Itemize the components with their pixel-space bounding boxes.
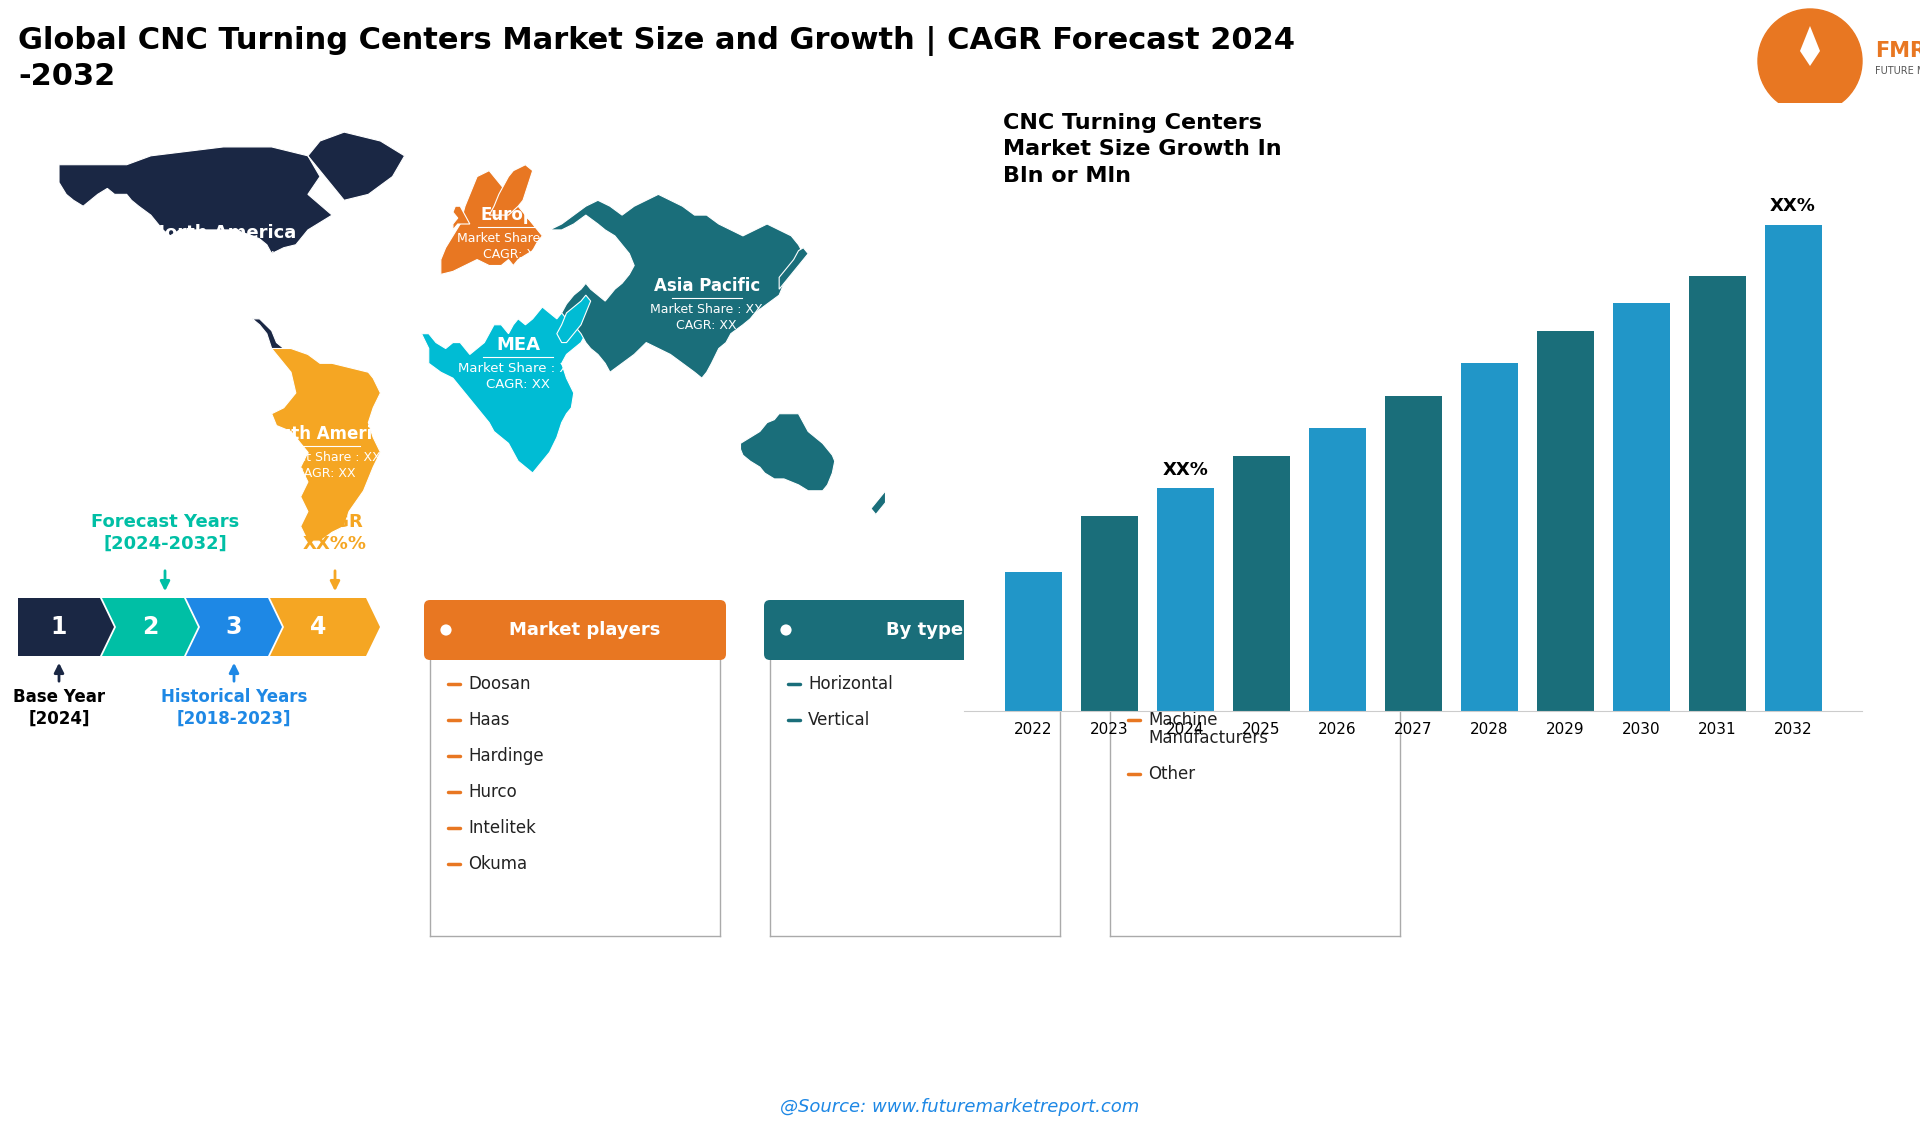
Bar — [1461, 363, 1517, 711]
Text: Market Share : XX
CAGR: XX: Market Share : XX CAGR: XX — [269, 452, 382, 480]
Text: 2: 2 — [142, 615, 157, 639]
Text: Base Year
[2024]: Base Year [2024] — [13, 688, 106, 728]
Polygon shape — [541, 195, 803, 378]
Polygon shape — [557, 296, 591, 343]
Text: Automotive: Automotive — [1148, 675, 1244, 693]
Bar — [1536, 331, 1594, 711]
Text: FUTURE MARKET REPORT: FUTURE MARKET REPORT — [1876, 66, 1920, 76]
Polygon shape — [17, 598, 113, 656]
Text: Market Share : XX
CAGR: XX: Market Share : XX CAGR: XX — [459, 362, 578, 392]
Polygon shape — [490, 165, 532, 215]
Bar — [1384, 395, 1442, 711]
Polygon shape — [422, 283, 611, 473]
Bar — [1233, 456, 1290, 711]
Text: Market Share : XX
CAGR: XX: Market Share : XX CAGR: XX — [651, 304, 762, 332]
Polygon shape — [102, 598, 198, 656]
Bar — [1764, 225, 1822, 711]
Text: Horizontal: Horizontal — [808, 675, 893, 693]
Text: Forecast Years
[2024-2032]: Forecast Years [2024-2032] — [90, 513, 240, 554]
Text: By type: By type — [887, 621, 964, 639]
FancyBboxPatch shape — [764, 601, 1066, 660]
Text: Market Share : XX
CAGR: XX: Market Share : XX CAGR: XX — [457, 231, 570, 261]
Text: Other: Other — [1148, 766, 1194, 783]
Polygon shape — [271, 348, 380, 541]
Polygon shape — [271, 598, 380, 656]
Text: FMR: FMR — [1876, 41, 1920, 61]
Text: XX%: XX% — [1162, 461, 1208, 479]
Polygon shape — [741, 414, 835, 490]
Polygon shape — [1801, 26, 1820, 66]
Text: Historical Years
[2018-2023]: Historical Years [2018-2023] — [161, 688, 307, 728]
Polygon shape — [872, 479, 885, 515]
Bar — [1004, 572, 1062, 711]
FancyBboxPatch shape — [1104, 601, 1405, 660]
Text: 1: 1 — [50, 615, 67, 639]
Polygon shape — [252, 319, 284, 354]
Text: Market Share : XX
CAGR: XX: Market Share : XX CAGR: XX — [163, 250, 282, 278]
Text: North America: North America — [150, 223, 296, 242]
Text: Manufacturers: Manufacturers — [1148, 729, 1267, 747]
Text: @Source: www.futuremarketreport.com: @Source: www.futuremarketreport.com — [780, 1098, 1140, 1116]
Bar — [1081, 516, 1139, 711]
Text: Global CNC Turning Centers Market Size and Growth | CAGR Forecast 2024
-2032: Global CNC Turning Centers Market Size a… — [17, 26, 1294, 91]
Text: Hardinge: Hardinge — [468, 747, 543, 766]
Text: Vertical: Vertical — [808, 711, 870, 729]
Text: CAGR
XX%%: CAGR XX%% — [303, 513, 367, 554]
Bar — [1309, 429, 1365, 711]
Text: Machine: Machine — [1148, 711, 1217, 729]
Bar — [1156, 488, 1213, 711]
Polygon shape — [307, 132, 405, 201]
FancyBboxPatch shape — [424, 601, 726, 660]
Circle shape — [780, 623, 793, 637]
Bar — [1613, 304, 1670, 711]
Circle shape — [1759, 9, 1862, 113]
Polygon shape — [442, 171, 541, 274]
Text: CNC Turning Centers
Market Size Growth In
Bln or Mln: CNC Turning Centers Market Size Growth I… — [1002, 112, 1281, 186]
Polygon shape — [186, 598, 282, 656]
Text: 3: 3 — [227, 615, 242, 639]
Circle shape — [1119, 623, 1133, 637]
Text: Doosan: Doosan — [468, 675, 530, 693]
Text: By application: By application — [1192, 621, 1336, 639]
Text: XX%: XX% — [1770, 197, 1816, 215]
Circle shape — [440, 623, 453, 637]
Text: South America: South America — [255, 425, 394, 444]
Bar — [1688, 275, 1745, 711]
Text: Hurco: Hurco — [468, 783, 516, 801]
Text: MEA: MEA — [495, 337, 540, 354]
Polygon shape — [453, 206, 470, 230]
Text: Europe: Europe — [480, 206, 547, 223]
Text: Intelitek: Intelitek — [468, 819, 536, 837]
Text: Okuma: Okuma — [468, 855, 528, 873]
Text: Market players: Market players — [509, 621, 660, 639]
Polygon shape — [60, 147, 332, 253]
Polygon shape — [780, 248, 808, 289]
Text: 4: 4 — [309, 615, 326, 639]
Text: Asia Pacific: Asia Pacific — [653, 277, 760, 296]
Text: Haas: Haas — [468, 711, 509, 729]
